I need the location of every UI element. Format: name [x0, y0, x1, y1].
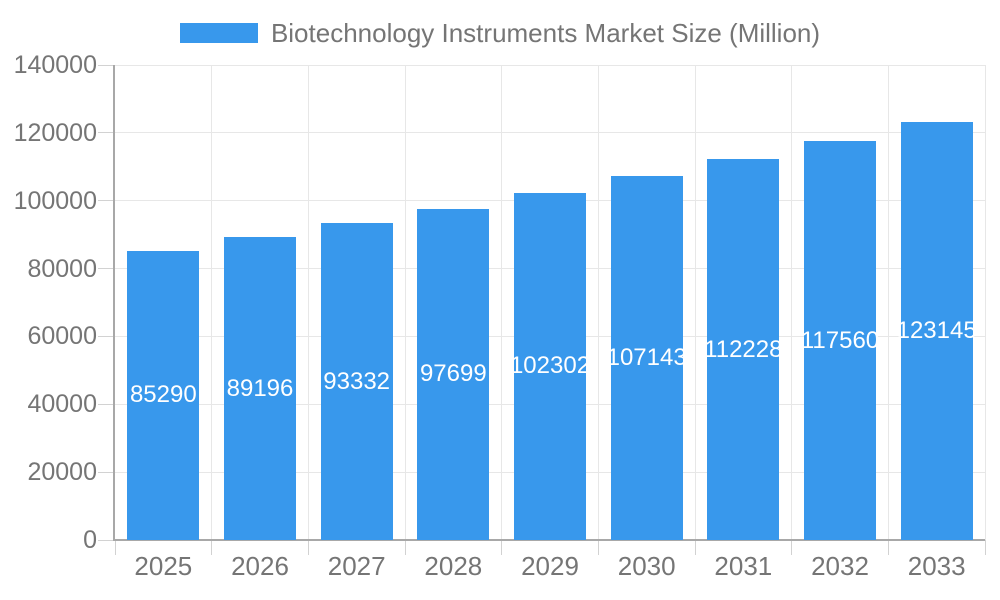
gridline-vertical	[307, 65, 309, 540]
x-axis-tick	[404, 540, 406, 555]
bar-2026[interactable]	[224, 237, 296, 540]
x-axis-tick	[694, 540, 696, 555]
x-tick-label: 2033	[907, 551, 966, 581]
x-tick-label: 2030	[617, 551, 676, 581]
bar-value-label: 93332	[323, 367, 391, 395]
y-axis-tick	[98, 64, 113, 66]
y-tick-label: 0	[83, 526, 97, 554]
bar-value-label: 102302	[509, 352, 591, 380]
y-tick-label: 120000	[13, 118, 97, 147]
gridline-horizontal	[115, 64, 985, 66]
bar-value-label: 107143	[606, 344, 687, 372]
bar-value-label: 123145	[896, 317, 977, 345]
y-tick-label: 100000	[13, 186, 97, 215]
y-tick-label: 140000	[13, 51, 97, 79]
x-axis-tick	[597, 540, 599, 555]
x-axis-tick	[791, 540, 793, 555]
y-axis-tick	[98, 403, 113, 405]
x-axis-tick	[114, 540, 116, 555]
bar-2031[interactable]	[707, 159, 780, 540]
gridline-horizontal	[115, 132, 985, 134]
legend-label: Biotechnology Instruments Market Size (M…	[270, 17, 821, 48]
x-tick-label: 2031	[714, 551, 773, 581]
y-axis-tick	[98, 539, 113, 541]
x-axis-tick	[984, 540, 986, 555]
legend-swatch	[179, 23, 258, 43]
bar-value-label: 112228	[704, 335, 783, 363]
x-tick-label: 2027	[327, 551, 386, 581]
y-axis-tick	[98, 200, 113, 202]
bar-2030[interactable]	[610, 176, 683, 540]
x-axis-tick	[501, 540, 503, 555]
x-tick-label: 2028	[424, 551, 483, 581]
bar-value-label: 97699	[419, 360, 487, 388]
gridline-vertical	[984, 65, 986, 540]
gridline-vertical	[597, 65, 599, 540]
y-tick-label: 80000	[27, 254, 97, 283]
gridline-vertical	[791, 65, 793, 540]
gridline-vertical	[694, 65, 696, 540]
y-axis-tick	[98, 471, 113, 473]
bar-2027[interactable]	[320, 223, 393, 540]
x-axis-tick	[887, 540, 889, 555]
bar-2029[interactable]	[514, 192, 586, 540]
y-axis-tick	[98, 132, 113, 134]
legend[interactable]: Biotechnology Instruments Market Size (M…	[0, 16, 1000, 50]
x-axis-tick	[211, 540, 213, 555]
gridline-vertical	[211, 65, 213, 540]
x-tick-label: 2029	[521, 551, 579, 581]
bar-2032[interactable]	[804, 141, 876, 540]
gridline-vertical	[501, 65, 503, 540]
y-tick-label: 60000	[27, 322, 97, 351]
bar-2033[interactable]	[900, 122, 973, 540]
y-tick-label: 20000	[27, 458, 97, 487]
bar-value-label: 89196	[226, 374, 294, 402]
x-tick-label: 2026	[231, 551, 289, 581]
gridline-vertical	[404, 65, 406, 540]
y-tick-label: 40000	[27, 390, 97, 419]
x-tick-label: 2025	[134, 551, 193, 581]
plot-area: 85290 89196 93332 97699 102302 107143 112228 11…	[98, 64, 986, 555]
y-axis-tick	[98, 335, 113, 337]
y-axis-tick	[98, 268, 113, 270]
bar-value-label: 85290	[129, 381, 197, 409]
bar-2028[interactable]	[417, 208, 490, 540]
gridline-vertical	[887, 65, 889, 540]
x-axis-tick	[307, 540, 309, 555]
bar-value-label: 117560	[800, 326, 880, 354]
bar-2025[interactable]	[127, 250, 200, 540]
x-axis-line	[113, 539, 985, 541]
y-axis-line	[113, 65, 115, 540]
x-tick-label: 2032	[811, 551, 869, 581]
